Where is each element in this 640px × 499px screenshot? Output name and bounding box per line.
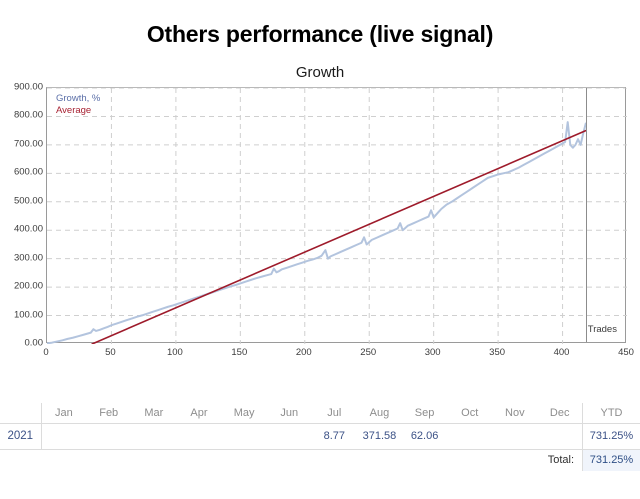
x-axis-labels: 0 50 100 150 200 250 300 350 400 450 <box>43 347 634 361</box>
trades-separator <box>585 88 587 342</box>
column-header-month: Jul <box>311 403 357 424</box>
column-header-month: Nov <box>492 403 538 424</box>
column-header-month: Jan <box>41 403 87 424</box>
row-year: 2021 <box>0 423 42 450</box>
y-tick-label: 800.00 <box>13 109 43 121</box>
column-header-year <box>0 403 42 424</box>
legend-item-2: Average <box>56 105 92 116</box>
table-header-row: Jan Feb Mar Apr May Jun Jul Aug Sep Oct Nov Dec YTD <box>0 403 640 424</box>
x-tick-label: 400 <box>553 347 570 358</box>
column-header-month: Dec <box>537 403 583 424</box>
month-value-cell <box>131 423 177 450</box>
x-tick-label: 350 <box>489 347 506 358</box>
y-tick-label: 400.00 <box>13 223 43 235</box>
series-line-2 <box>91 129 587 344</box>
x-tick-label: 0 <box>43 347 49 358</box>
month-value-cell <box>447 423 493 450</box>
x-tick-label: 450 <box>618 347 634 358</box>
x-tick-label: 100 <box>166 347 183 358</box>
y-tick-label: 100.00 <box>13 309 43 321</box>
y-tick-label: 500.00 <box>13 195 43 207</box>
column-header-month: Jun <box>266 403 312 424</box>
y-tick-label: 600.00 <box>13 166 43 178</box>
total-value: 731.25% <box>582 449 640 471</box>
column-header-ytd: YTD <box>582 403 640 424</box>
x-tick-label: 250 <box>360 347 377 358</box>
table-row: 2021 8.77 371.58 62.06 731.25% <box>0 423 640 450</box>
month-value-cell <box>86 423 132 450</box>
month-value-cell <box>41 423 87 450</box>
column-header-month: Apr <box>176 403 222 424</box>
x-tick-label: 150 <box>231 347 248 358</box>
month-value-cell <box>221 423 267 450</box>
month-value-cell <box>266 423 312 450</box>
x-tick-label: 200 <box>295 347 312 358</box>
footer-spacer <box>0 449 41 471</box>
x-tick-label: 50 <box>105 347 116 358</box>
y-tick-label: 200.00 <box>13 280 43 292</box>
performance-table: Jan Feb Mar Apr May Jun Jul Aug Sep Oct Nov Dec YTD … <box>0 403 640 471</box>
legend-item-1: Growth, % <box>56 93 101 104</box>
column-header-month: Feb <box>86 403 132 424</box>
y-axis-labels: 0.00 100.00 200.00 300.00 400.00 500.00 600.00… <box>0 82 43 349</box>
column-header-month: Aug <box>356 403 403 424</box>
column-header-month: Oct <box>447 403 493 424</box>
trades-axis-label: Trades <box>587 324 617 335</box>
gridlines <box>47 88 627 344</box>
month-value-cell: 62.06 <box>402 423 448 450</box>
column-header-month: Mar <box>131 403 177 424</box>
chart-title: Growth <box>295 64 345 81</box>
chart-legend: Growth, % Average <box>56 93 100 117</box>
month-value-cell: 371.58 <box>356 423 403 450</box>
table-footer-row: Total: 731.25% <box>0 449 640 471</box>
chart-plot-svg <box>47 88 627 344</box>
x-tick-label: 300 <box>424 347 441 358</box>
column-header-month: Sep <box>402 403 448 424</box>
performance-table-wrap: Jan Feb Mar Apr May Jun Jul Aug Sep Oct Nov Dec YTD … <box>0 403 640 471</box>
total-label: Total: <box>547 454 575 467</box>
month-value-cell <box>176 423 222 450</box>
y-tick-label: 0.00 <box>24 337 44 349</box>
y-tick-label: 900.00 <box>13 81 43 93</box>
y-tick-label: 300.00 <box>13 252 43 264</box>
month-value-cell <box>492 423 538 450</box>
y-tick-label: 700.00 <box>13 138 43 150</box>
growth-chart: Growth 0.00 100.00 200.00 300.00 400.00 500.0… <box>0 63 640 363</box>
series-line-1 <box>47 121 587 344</box>
month-value-cell <box>537 423 583 450</box>
page-title: Others performance (live signal) <box>146 21 494 47</box>
plot-area: Trades Growth, % Average <box>46 87 627 344</box>
month-value-cell: 8.77 <box>311 423 357 450</box>
row-ytd-value: 731.25% <box>582 423 640 450</box>
column-header-month: May <box>221 403 267 424</box>
